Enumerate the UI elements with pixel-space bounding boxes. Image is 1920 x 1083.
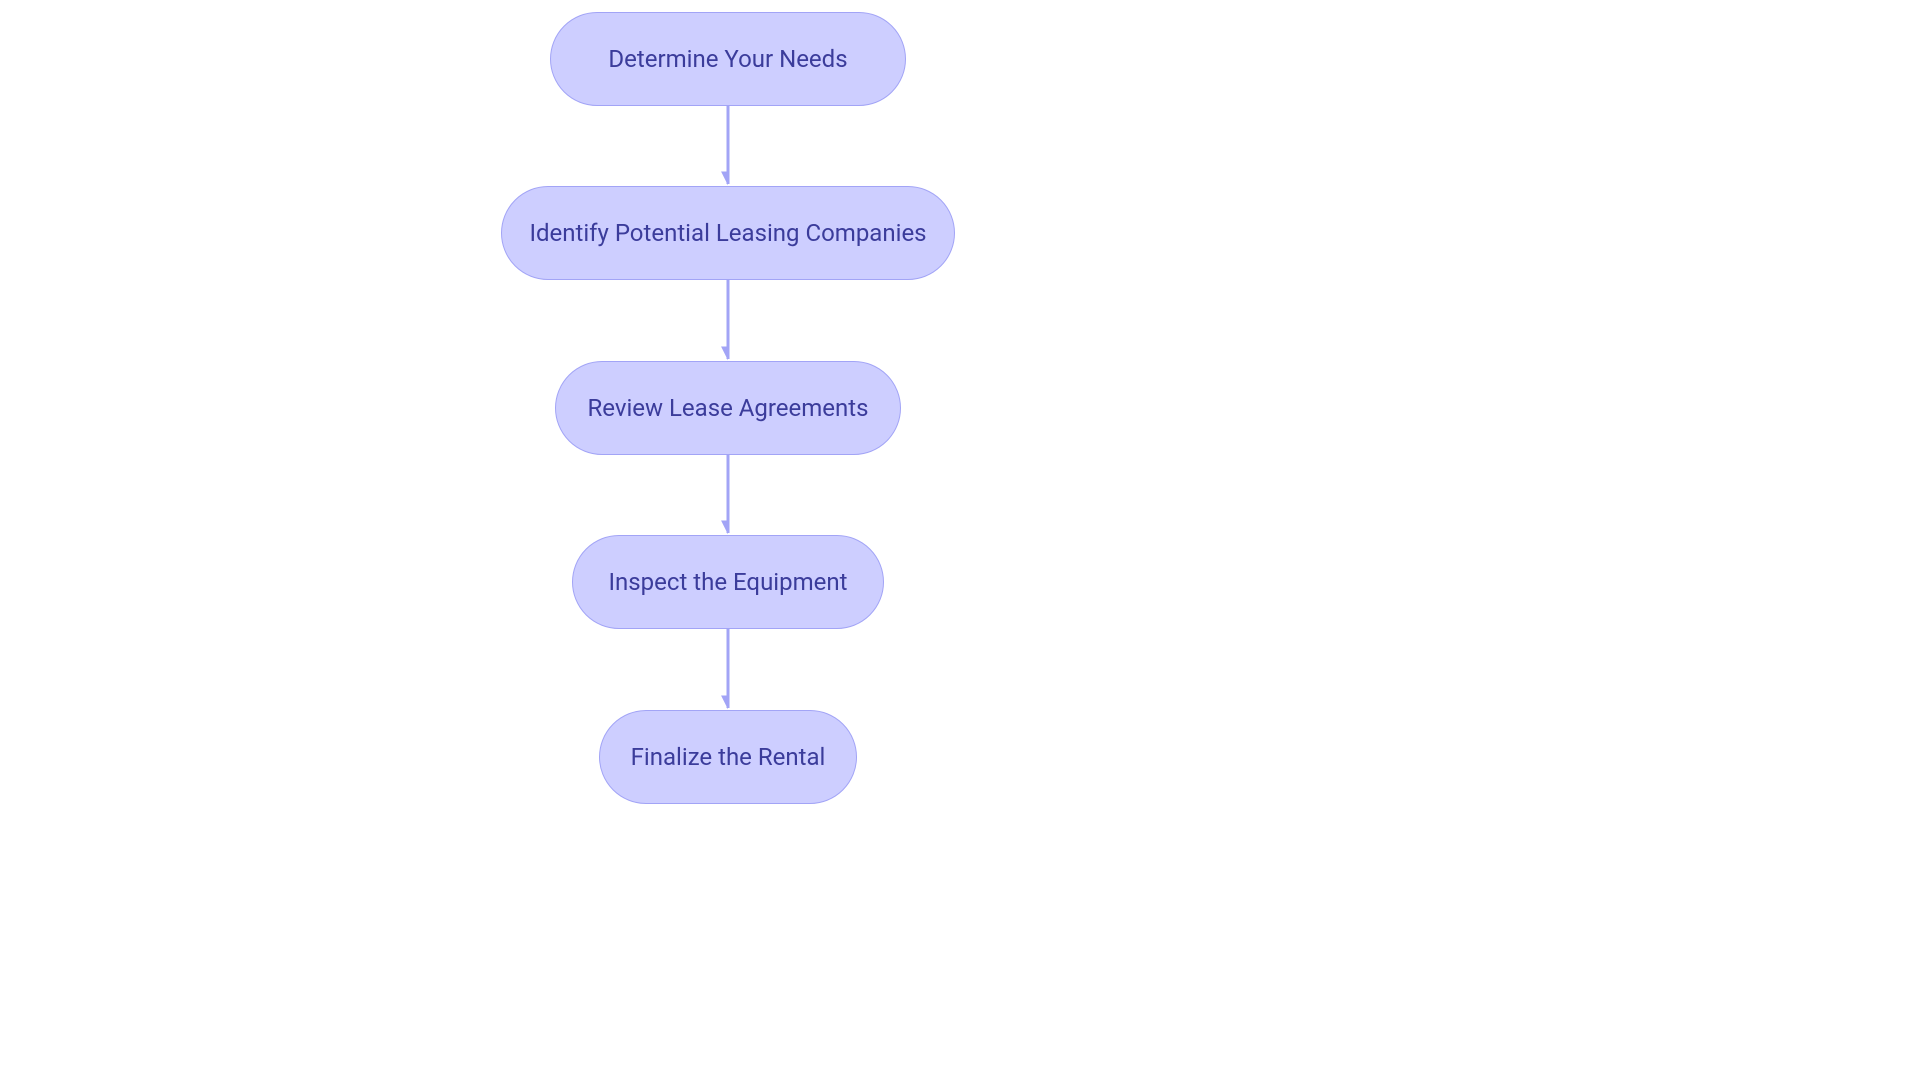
flowchart-node-label: Determine Your Needs	[608, 45, 847, 73]
flowchart-node: Finalize the Rental	[599, 710, 857, 804]
flowchart-node: Review Lease Agreements	[555, 361, 901, 455]
flowchart-node-label: Review Lease Agreements	[587, 394, 868, 422]
flowchart-node-label: Finalize the Rental	[631, 743, 826, 771]
flowchart-node: Identify Potential Leasing Companies	[501, 186, 955, 280]
flowchart-node: Inspect the Equipment	[572, 535, 884, 629]
flowchart-node-label: Identify Potential Leasing Companies	[529, 219, 926, 247]
flowchart-canvas: Determine Your Needs Identify Potential L…	[0, 0, 1920, 1083]
flowchart-node: Determine Your Needs	[550, 12, 906, 106]
flowchart-arrows	[0, 0, 1920, 1083]
flowchart-node-label: Inspect the Equipment	[609, 568, 848, 596]
